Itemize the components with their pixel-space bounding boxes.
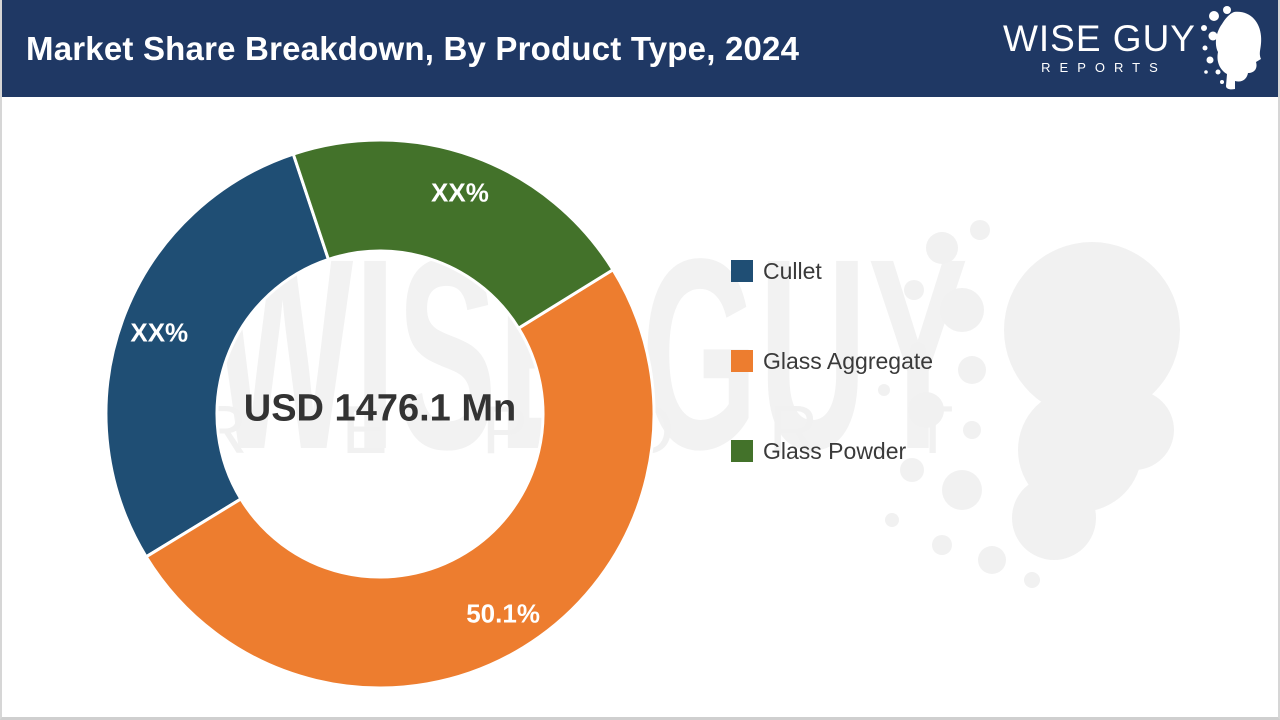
segment-label-glass-powder: XX% <box>431 177 489 208</box>
watermark-face-icon <box>878 220 1180 588</box>
segment-label-glass-aggregate: 50.1% <box>466 598 540 629</box>
legend-label: Glass Powder <box>763 438 907 464</box>
legend-item-glass-powder: Glass Powder <box>731 438 933 464</box>
donut-segment-glass-aggregate <box>144 267 656 690</box>
legend-label: Glass Aggregate <box>763 348 934 374</box>
legend-swatch <box>731 260 753 282</box>
logo-line2: REPORTS <box>1041 60 1167 75</box>
logo-wordmark: WISE GUY REPORTS <box>1003 19 1196 77</box>
header-bar: Market Share Breakdown, By Product Type,… <box>2 0 1278 97</box>
chart-center-value: USD 1476.1 Mn <box>243 387 517 430</box>
legend-swatch <box>731 350 753 372</box>
legend-item-cullet: Cullet <box>731 258 933 284</box>
legend-label: Cullet <box>763 258 822 284</box>
logo-line1: WISE GUY <box>1002 18 1196 59</box>
wiseguy-face-icon <box>1201 6 1262 90</box>
legend-swatch <box>731 440 753 462</box>
donut-chart <box>104 138 656 690</box>
wiseguy-logo: WISE GUY REPORTS <box>1003 6 1262 90</box>
segment-label-cullet: XX% <box>130 317 189 348</box>
donut-segment-cullet <box>104 152 331 559</box>
chart-legend: Cullet Glass Aggregate Glass Powder <box>731 258 933 528</box>
donut-segment-glass-powder <box>291 138 616 331</box>
legend-item-glass-aggregate: Glass Aggregate <box>731 348 933 374</box>
page-title: Market Share Breakdown, By Product Type,… <box>26 29 800 67</box>
